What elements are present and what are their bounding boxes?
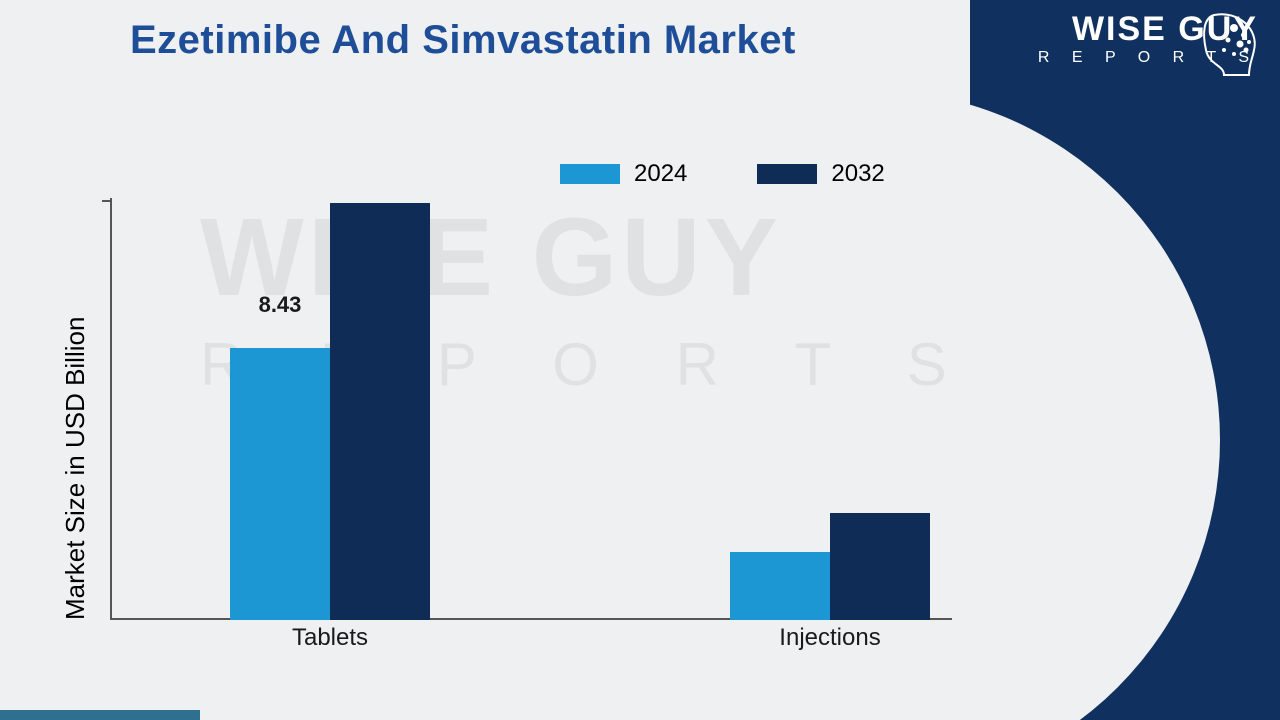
chart-card: Ezetimibe And Simvastatin Market WISE GU… xyxy=(0,0,1280,720)
y-axis-label: Market Size in USD Billion xyxy=(60,317,91,620)
legend: 2024 2032 xyxy=(560,160,885,188)
legend-swatch-2032 xyxy=(757,164,817,184)
bottom-accent-bar xyxy=(0,710,200,720)
category-label-tablets: Tablets xyxy=(292,624,368,652)
bar-tablets-2024 xyxy=(230,348,330,620)
legend-item-2024: 2024 xyxy=(560,160,687,188)
plot-area: 8.43TabletsInjections xyxy=(110,200,950,620)
legend-label-2024: 2024 xyxy=(634,160,687,188)
brand-head-icon xyxy=(1194,10,1264,80)
bar-injections-2032 xyxy=(830,513,930,620)
bar-label-tablets-2024: 8.43 xyxy=(259,292,302,318)
category-label-injections: Injections xyxy=(779,624,880,652)
legend-swatch-2024 xyxy=(560,164,620,184)
legend-item-2032: 2032 xyxy=(757,160,884,188)
brand-logo: WISE GUY R E P O R T S xyxy=(1038,12,1258,66)
bar-injections-2024 xyxy=(730,552,830,620)
legend-label-2032: 2032 xyxy=(831,160,884,188)
bar-tablets-2032 xyxy=(330,203,430,620)
y-tick xyxy=(102,200,110,202)
chart-title: Ezetimibe And Simvastatin Market xyxy=(130,18,796,63)
